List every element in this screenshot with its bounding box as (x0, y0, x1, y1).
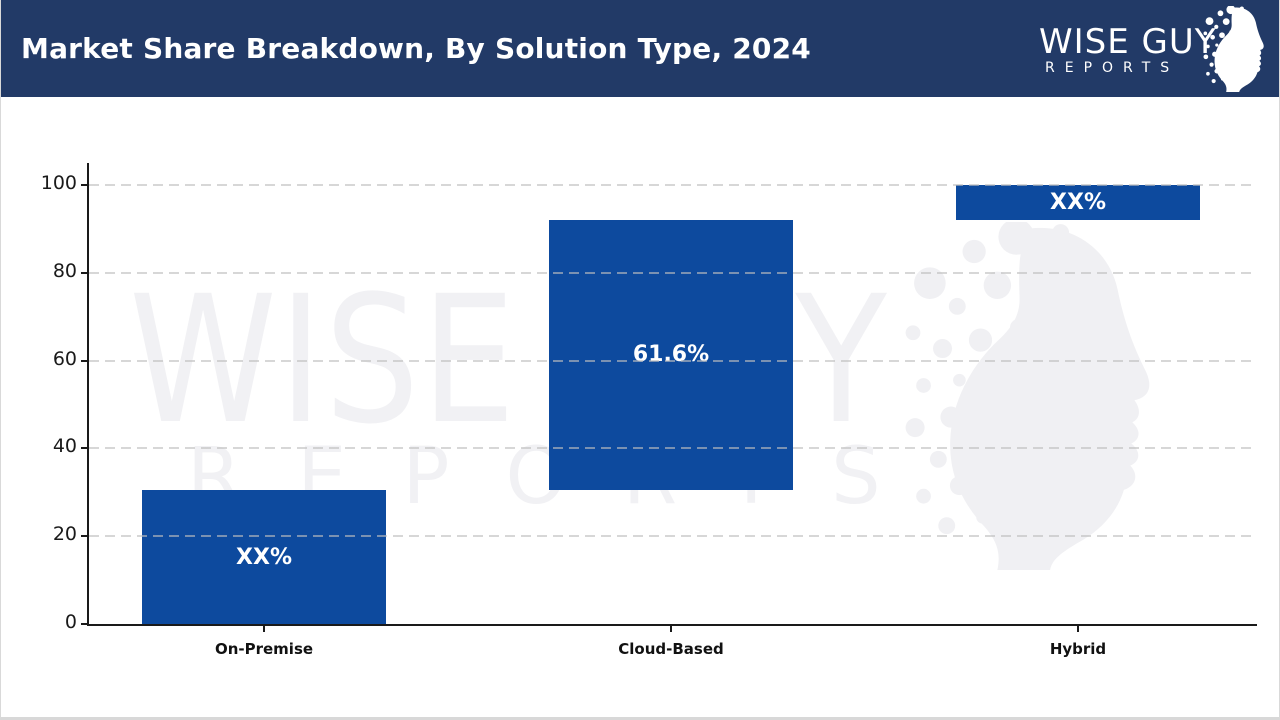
y-tick-mark (81, 359, 89, 362)
gridline (89, 447, 1257, 450)
logo-head-icon (1193, 6, 1275, 92)
logo-subtitle: REPORTS (1045, 60, 1180, 76)
y-tick-mark (81, 623, 89, 625)
y-axis (87, 163, 89, 626)
y-tick-label: 60 (52, 347, 77, 370)
y-tick-mark (81, 184, 89, 186)
y-tick-label: 100 (40, 172, 77, 194)
brand-logo: WISE GUY REPORTS (1021, 0, 1271, 97)
gridline (89, 184, 1257, 186)
y-tick-label: 40 (52, 435, 77, 458)
bar-value-label: XX% (236, 544, 292, 570)
bar-value-label: 61.6% (632, 342, 710, 368)
y-tick-mark (81, 271, 89, 274)
gridline (89, 271, 1257, 274)
y-tick-mark (81, 535, 89, 538)
logo-wordmark: WISE GUY (1039, 22, 1217, 62)
page-title: Market Share Breakdown, By Solution Type… (21, 32, 811, 65)
x-tick-mark (263, 625, 265, 632)
header: Market Share Breakdown, By Solution Type… (1, 0, 1279, 97)
x-axis (87, 624, 1257, 626)
y-tick-mark (81, 447, 89, 450)
bar-cloud-based: 61.6% (549, 219, 793, 491)
y-tick-label: 80 (52, 259, 77, 282)
gridline (89, 535, 1257, 538)
bar-value-label: XX% (1050, 189, 1106, 215)
x-category-label: Cloud-Based (618, 640, 724, 658)
x-tick-mark (670, 625, 672, 632)
x-category-label: Hybrid (1049, 640, 1107, 658)
bar-hybrid: XX% (956, 185, 1200, 220)
x-tick-mark (1077, 625, 1079, 632)
y-tick-label: 0 (64, 611, 77, 633)
bar-on-premise: XX% (142, 490, 386, 624)
watermark-head-icon (879, 222, 1179, 570)
y-tick-label: 20 (52, 523, 77, 546)
x-category-label: On-Premise (214, 640, 314, 658)
gridline (89, 359, 1257, 362)
